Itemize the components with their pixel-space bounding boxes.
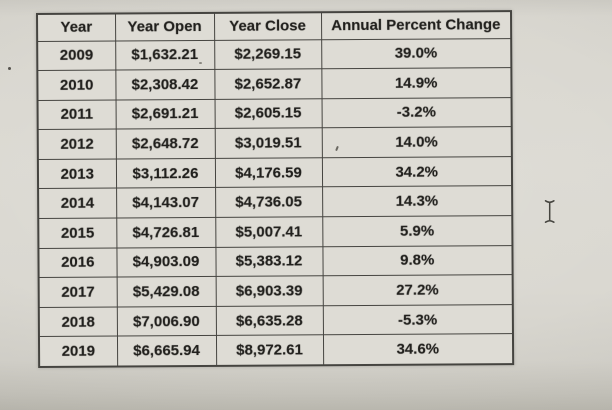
change-cell: 34.2% [321, 156, 513, 188]
open-cell: $2,648.72 [115, 128, 215, 159]
open-cell: $2,691.21 [115, 99, 215, 130]
close-cell: $2,605.15 [214, 98, 322, 129]
open-cell: $6,665.94 [116, 335, 217, 367]
change-cell: 14.9% [321, 67, 512, 99]
change-cell: -3.2% [321, 97, 512, 129]
close-cell: $6,635.28 [215, 305, 323, 336]
open-cell: $3,112.26 [115, 158, 216, 189]
close-cell: $4,176.59 [214, 157, 323, 188]
photo-speck [8, 67, 11, 70]
year-cell: 2014 [38, 188, 117, 219]
change-cell: 14.3% [322, 186, 513, 217]
column-header-year: Year [37, 13, 116, 41]
change-cell: 9.8% [322, 245, 513, 277]
column-header-year-open: Year Open [115, 12, 215, 41]
table-row: 2018 $7,006.90 $6,635.28 -5.3% [38, 304, 513, 337]
open-cell: $4,143.07 [116, 187, 216, 219]
table-row: 2019 $6,665.94 $8,972.61 34.6% [38, 334, 514, 367]
close-cell: $4,736.05 [215, 187, 323, 218]
open-cell: $1,632.21 [115, 39, 215, 71]
open-cell: $2,308.42 [115, 69, 215, 100]
year-cell: 2012 [37, 129, 116, 160]
table-row: 2010 $2,308.42 $2,652.87 14.9% [37, 67, 512, 101]
open-cell: $7,006.90 [116, 306, 216, 337]
change-cell: 14.0% [321, 126, 512, 158]
table-row: 2012 $2,648.72 $3,019.51 14.0% [37, 126, 512, 160]
table-row: 2017 $5,429.08 $6,903.39 27.2% [38, 274, 513, 308]
table-row: 2013 $3,112.26 $4,176.59 34.2% [37, 156, 513, 189]
close-cell: $3,019.51 [214, 128, 322, 159]
annual-data-table: Year Year Open Year Close Annual Percent… [36, 10, 515, 368]
close-cell: $6,903.39 [215, 276, 323, 307]
column-header-year-close: Year Close [214, 12, 322, 40]
table-row: 2016 $4,903.09 $5,383.12 9.8% [38, 245, 513, 278]
change-cell: 27.2% [322, 274, 513, 306]
year-cell: 2011 [37, 99, 116, 130]
year-cell: 2017 [38, 277, 117, 308]
change-cell: 34.6% [322, 334, 514, 365]
table-body: 2009 $1,632.21 $2,269.15 39.0% 2010 $2,308.42… [37, 38, 514, 367]
change-cell: 5.9% [322, 215, 513, 247]
year-cell: 2013 [37, 158, 117, 189]
ibeam-cursor-icon [543, 199, 557, 224]
annual-data-table-wrap: Year Year Open Year Close Annual Percent… [36, 10, 515, 368]
column-header-annual-percent-change: Annual Percent Change [321, 11, 512, 40]
year-cell: 2019 [38, 336, 118, 367]
close-cell: $2,652.87 [214, 68, 322, 100]
year-cell: 2018 [38, 306, 117, 337]
table-row: 2014 $4,143.07 $4,736.05 14.3% [38, 186, 513, 219]
change-cell: 39.0% [321, 38, 512, 69]
open-cell: $4,726.81 [116, 217, 216, 248]
open-cell: $5,429.08 [116, 276, 216, 307]
open-cell: $4,903.09 [116, 247, 216, 278]
year-cell: 2010 [37, 70, 116, 101]
close-cell: $2,269.15 [214, 39, 322, 70]
close-cell: $5,007.41 [215, 216, 323, 248]
year-cell: 2009 [37, 40, 116, 71]
table-row: 2015 $4,726.81 $5,007.41 5.9% [38, 215, 513, 249]
close-cell: $8,972.61 [215, 335, 324, 366]
header-row: Year Year Open Year Close Annual Percent… [37, 11, 512, 41]
table-row: 2009 $1,632.21 $2,269.15 39.0% [37, 38, 512, 71]
year-cell: 2016 [38, 247, 117, 278]
close-cell: $5,383.12 [215, 246, 323, 277]
change-cell: -5.3% [322, 304, 513, 336]
table-row: 2011 $2,691.21 $2,605.15 -3.2% [37, 97, 512, 130]
year-cell: 2015 [38, 218, 117, 249]
